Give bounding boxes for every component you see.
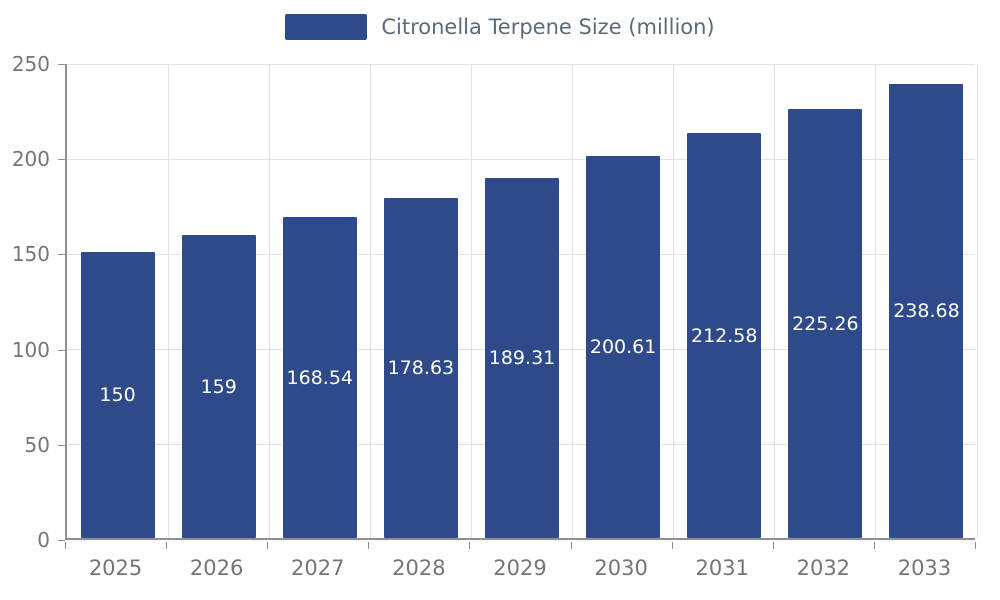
y-tick-mark [58, 444, 65, 446]
gridline-vertical [774, 64, 776, 538]
bar: 212.58 [687, 133, 762, 538]
bar: 200.61 [586, 156, 661, 538]
bar: 189.31 [485, 177, 559, 538]
legend: Citronella Terpene Size (million) [0, 14, 1000, 40]
x-tick-mark [166, 542, 168, 549]
x-tick-label: 2027 [291, 556, 345, 580]
y-tick-mark [58, 64, 65, 65]
bar-value-label: 150 [99, 384, 136, 407]
bar: 159 [181, 235, 256, 538]
x-tick-label: 2030 [594, 556, 648, 580]
y-tick-mark [58, 254, 65, 256]
bar-value-label: 189.31 [488, 346, 556, 369]
x-tick-mark [873, 542, 875, 549]
x-tick-label: 2026 [189, 556, 244, 580]
x-tick-label: 2033 [897, 556, 952, 580]
bar: 150 [80, 252, 155, 538]
y-tick-label: 100 [11, 337, 50, 362]
legend-label: Citronella Terpene Size (million) [381, 15, 715, 39]
bar: 178.63 [383, 197, 458, 538]
y-tick-mark [58, 159, 65, 161]
bar-value-label: 178.63 [387, 356, 455, 379]
x-tick-mark [570, 542, 572, 549]
bar-value-label: 168.54 [286, 366, 354, 389]
x-tick-label: 2029 [493, 556, 547, 580]
x-tick-mark [368, 542, 370, 549]
bar-value-label: 212.58 [690, 324, 758, 347]
bar: 238.68 [889, 83, 964, 538]
gridline-vertical [470, 64, 472, 538]
bar-value-label: 159 [200, 375, 237, 398]
plot-area: 150 159 168.54 178.63 189.31 200.61 212.58 225.… [65, 63, 978, 540]
gridline-vertical [673, 64, 675, 538]
x-tick-label: 2032 [796, 556, 851, 580]
y-tick-label: 150 [11, 242, 50, 267]
bar: 225.26 [788, 109, 863, 538]
gridline-horizontal [67, 63, 975, 65]
bar-value-label: 238.68 [893, 299, 960, 322]
x-tick-mark [772, 542, 774, 549]
y-tick-mark [58, 349, 65, 351]
y-tick-label: 250 [11, 52, 50, 76]
x-tick-mark [671, 542, 673, 549]
gridline-vertical [268, 64, 270, 538]
y-tick-mark [58, 540, 65, 541]
x-tick-label: 2025 [88, 556, 143, 580]
legend-swatch [285, 14, 368, 40]
y-tick-label: 50 [24, 432, 50, 457]
gridline-vertical [572, 64, 574, 538]
x-tick-label: 2028 [392, 556, 446, 580]
gridline-vertical [167, 64, 169, 538]
x-tick-mark [267, 542, 269, 549]
bar: 168.54 [282, 217, 357, 538]
gridline-vertical [369, 64, 371, 538]
y-tick-label: 200 [11, 147, 50, 172]
x-tick-mark [975, 542, 976, 549]
bar-value-label: 200.61 [589, 336, 657, 359]
x-tick-label: 2031 [695, 556, 749, 580]
x-tick-mark [469, 542, 471, 549]
bar-value-label: 225.26 [792, 312, 859, 335]
gridline-horizontal [67, 158, 975, 160]
y-tick-label: 0 [37, 528, 50, 552]
gridline-vertical [875, 64, 877, 538]
x-tick-mark [65, 542, 66, 549]
gridline-vertical [976, 64, 978, 538]
